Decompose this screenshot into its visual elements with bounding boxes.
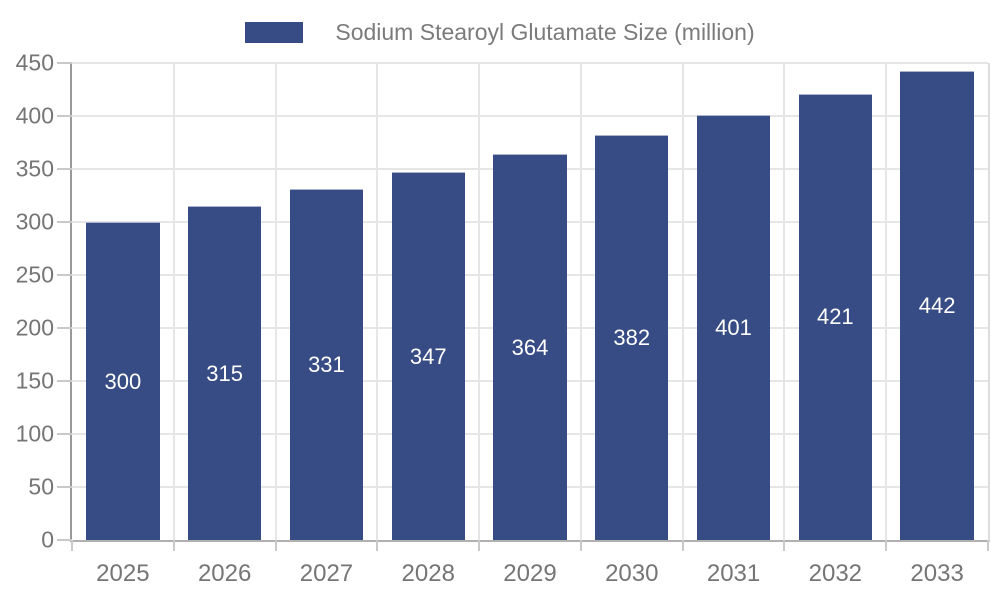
bar-2029[interactable]: 364 xyxy=(493,154,567,540)
y-tick-label: 150 xyxy=(15,367,54,394)
bar-value-label: 364 xyxy=(511,334,549,360)
y-tick-label: 50 xyxy=(28,473,54,500)
gridline-vertical xyxy=(376,63,379,540)
bar-2026[interactable]: 315 xyxy=(188,206,262,540)
y-tick-label: 450 xyxy=(15,49,54,76)
bar-value-label: 401 xyxy=(715,314,752,340)
y-tick-label: 400 xyxy=(15,102,54,129)
bar-value-label: 382 xyxy=(613,325,651,351)
plot-area: 300 315 331 347 364 382 401 421 442 xyxy=(70,62,990,542)
bar-2031[interactable]: 401 xyxy=(696,114,771,540)
gridline-horizontal xyxy=(72,62,988,64)
y-tick-label: 200 xyxy=(15,314,54,341)
y-tick-label: 250 xyxy=(15,261,54,288)
legend-swatch xyxy=(245,22,304,44)
x-tick-label-2033: 2033 xyxy=(910,560,964,587)
bar-2032[interactable]: 421 xyxy=(798,93,872,540)
y-tick-label: 0 xyxy=(41,526,54,553)
bar-2025[interactable]: 300 xyxy=(86,222,160,540)
y-tick-label: 350 xyxy=(15,155,54,182)
x-tick-label-2030: 2030 xyxy=(605,560,659,587)
bar-value-label: 347 xyxy=(409,343,447,369)
y-tick-label: 100 xyxy=(15,420,54,447)
bar-2033[interactable]: 442 xyxy=(900,71,974,540)
gridline-vertical xyxy=(478,63,481,540)
x-tick-label-2025: 2025 xyxy=(96,560,150,587)
bar-value-label: 300 xyxy=(104,368,142,394)
legend-label: Sodium Stearoyl Glutamate Size (million) xyxy=(335,19,755,45)
legend[interactable]: Sodium Stearoyl Glutamate Size (million) xyxy=(0,19,1000,47)
bar-value-label: 421 xyxy=(816,304,854,330)
bar-value-label: 442 xyxy=(918,293,956,319)
x-tick-label-2032: 2032 xyxy=(808,560,863,587)
bar-value-label: 315 xyxy=(206,360,243,386)
gridline-vertical xyxy=(783,63,786,540)
x-tick-label-2029: 2029 xyxy=(503,560,557,587)
bar-2028[interactable]: 347 xyxy=(391,172,465,540)
x-tick-label-2027: 2027 xyxy=(299,560,354,587)
gridline-vertical xyxy=(172,63,175,540)
gridline-vertical xyxy=(681,63,684,540)
gridline-horizontal xyxy=(72,115,988,117)
y-tick-label: 300 xyxy=(15,208,54,235)
x-tick-label-2026: 2026 xyxy=(197,560,252,587)
gridline-vertical xyxy=(274,63,277,540)
bar-value-label: 331 xyxy=(308,352,345,378)
gridline-vertical xyxy=(885,63,888,540)
x-tick-label-2028: 2028 xyxy=(401,560,455,587)
gridline-vertical xyxy=(579,63,582,540)
x-tick-label-2031: 2031 xyxy=(706,560,761,587)
bar-2027[interactable]: 331 xyxy=(289,189,364,540)
bar-2030[interactable]: 382 xyxy=(595,135,669,540)
